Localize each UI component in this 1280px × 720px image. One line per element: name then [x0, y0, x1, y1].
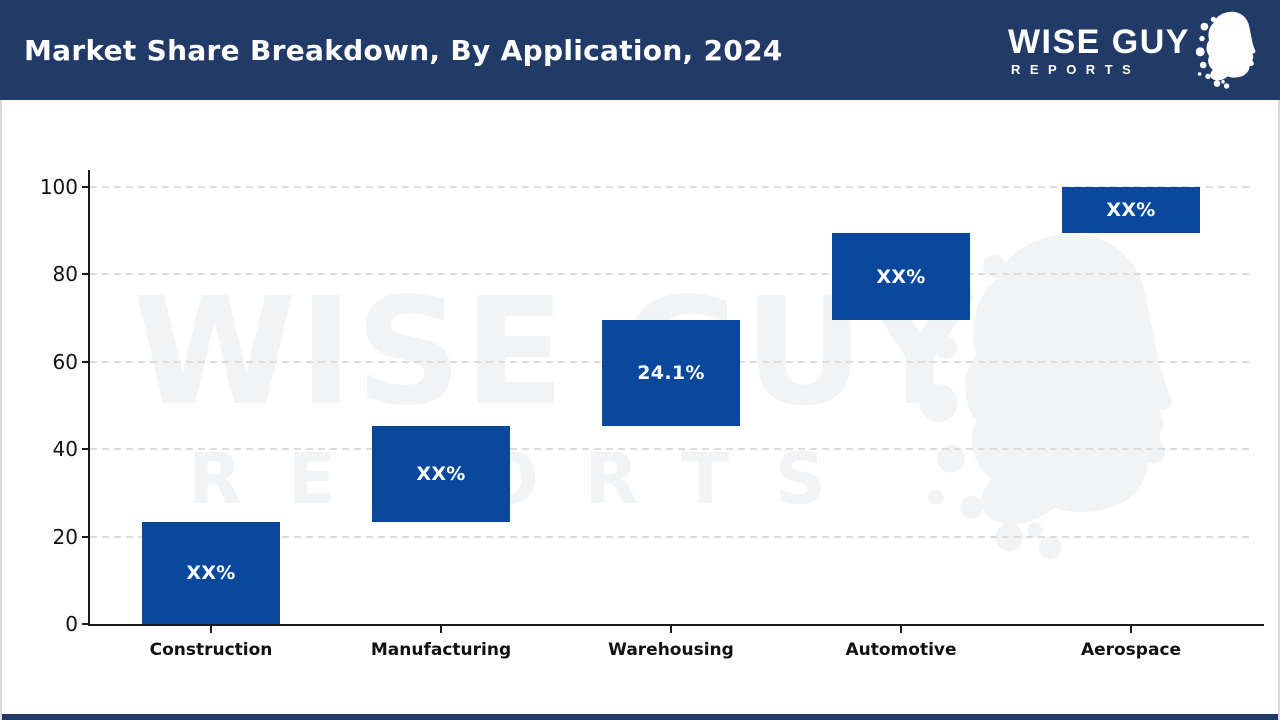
y-tick-20 [82, 535, 90, 538]
x-tick-aerospace [1130, 626, 1132, 633]
bar-value-label-manufacturing: XX% [416, 462, 466, 485]
y-tick-0 [82, 623, 90, 625]
page-title: Market Share Breakdown, By Application, … [24, 33, 783, 67]
category-label-aerospace: Aerospace [1080, 640, 1182, 660]
footer-bar [0, 714, 1280, 720]
y-tick-60 [82, 360, 90, 363]
y-tick-80 [82, 273, 90, 276]
bar-manufacturing: XX% [372, 425, 510, 522]
x-axis [88, 624, 1264, 626]
category-label-construction: Construction [149, 640, 273, 660]
y-tick-label-20: 20 [52, 524, 78, 549]
wiseguy-logo: WISE GUY REPORTS [1008, 8, 1256, 92]
y-axis [88, 170, 90, 626]
x-tick-warehousing [670, 626, 672, 633]
bar-value-label-warehousing: 24.1% [637, 361, 705, 384]
bar-automotive: XX% [832, 232, 970, 321]
gridline-20 [90, 535, 1252, 538]
bar-value-label-automotive: XX% [876, 265, 926, 288]
y-tick-100 [82, 186, 90, 188]
y-tick-label-40: 40 [52, 437, 78, 462]
x-tick-manufacturing [440, 626, 442, 633]
logo-subtext: REPORTS [1010, 61, 1141, 77]
bar-construction: XX% [142, 521, 280, 624]
x-tick-automotive [900, 626, 902, 633]
bar-aerospace: XX% [1062, 187, 1200, 233]
category-label-automotive: Automotive [845, 640, 957, 660]
bar-value-label-construction: XX% [186, 561, 236, 584]
bar-value-label-aerospace: XX% [1106, 198, 1156, 221]
y-tick-label-80: 80 [52, 262, 78, 287]
gridline-100 [90, 186, 1252, 188]
bar-warehousing: 24.1% [602, 320, 740, 426]
gridline-40 [90, 448, 1252, 451]
logo-wordmark: WISE GUY [1007, 22, 1190, 61]
category-label-warehousing: Warehousing [608, 640, 734, 660]
x-tick-construction [210, 626, 212, 633]
header: Market Share Breakdown, By Application, … [0, 0, 1280, 100]
y-tick-label-0: 0 [65, 612, 78, 636]
y-tick-label-60: 60 [52, 349, 78, 374]
y-tick-40 [82, 448, 90, 451]
gridline-80 [90, 273, 1252, 276]
logo-face-icon [1196, 11, 1256, 89]
category-label-manufacturing: Manufacturing [370, 640, 512, 660]
y-tick-label-100: 100 [39, 175, 78, 199]
